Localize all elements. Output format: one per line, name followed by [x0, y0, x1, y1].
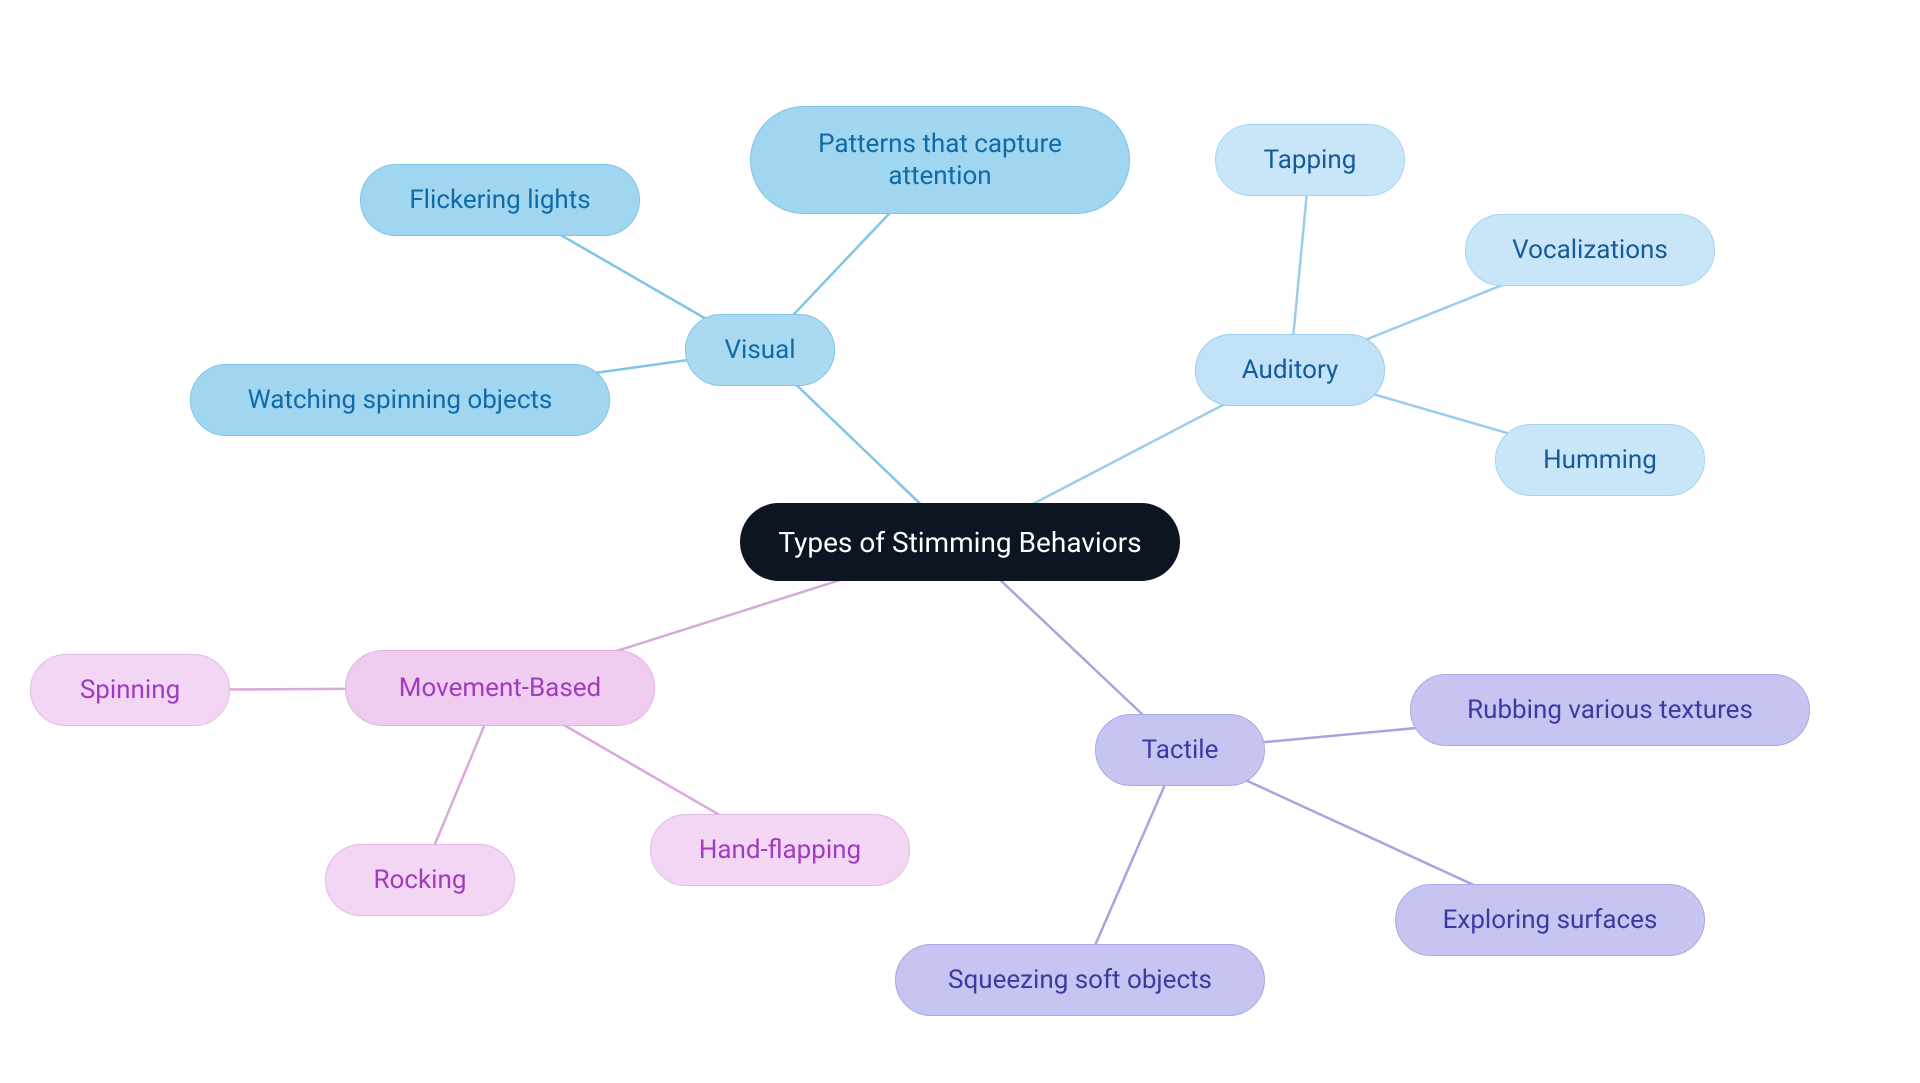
node-movement-handflap: Hand-flapping [650, 814, 910, 886]
node-auditory-humming: Humming [1495, 424, 1705, 496]
node-tactile-rubbing: Rubbing various textures [1410, 674, 1810, 746]
node-tactile: Tactile [1095, 714, 1265, 786]
node-root: Types of Stimming Behaviors [740, 503, 1180, 581]
node-movement-spinning: Spinning [30, 654, 230, 726]
node-movement-rocking: Rocking [325, 844, 515, 916]
node-tactile-squeezing: Squeezing soft objects [895, 944, 1265, 1016]
node-visual-patterns: Patterns that capture attention [750, 106, 1130, 214]
node-auditory: Auditory [1195, 334, 1385, 406]
node-visual-flickering: Flickering lights [360, 164, 640, 236]
node-visual: Visual [685, 314, 835, 386]
node-movement: Movement-Based [345, 650, 655, 726]
mindmap-canvas: Types of Stimming Behaviors Visual Flicker… [0, 0, 1920, 1083]
node-visual-spinning: Watching spinning objects [190, 364, 610, 436]
node-auditory-vocal: Vocalizations [1465, 214, 1715, 286]
node-auditory-tapping: Tapping [1215, 124, 1405, 196]
node-tactile-exploring: Exploring surfaces [1395, 884, 1705, 956]
